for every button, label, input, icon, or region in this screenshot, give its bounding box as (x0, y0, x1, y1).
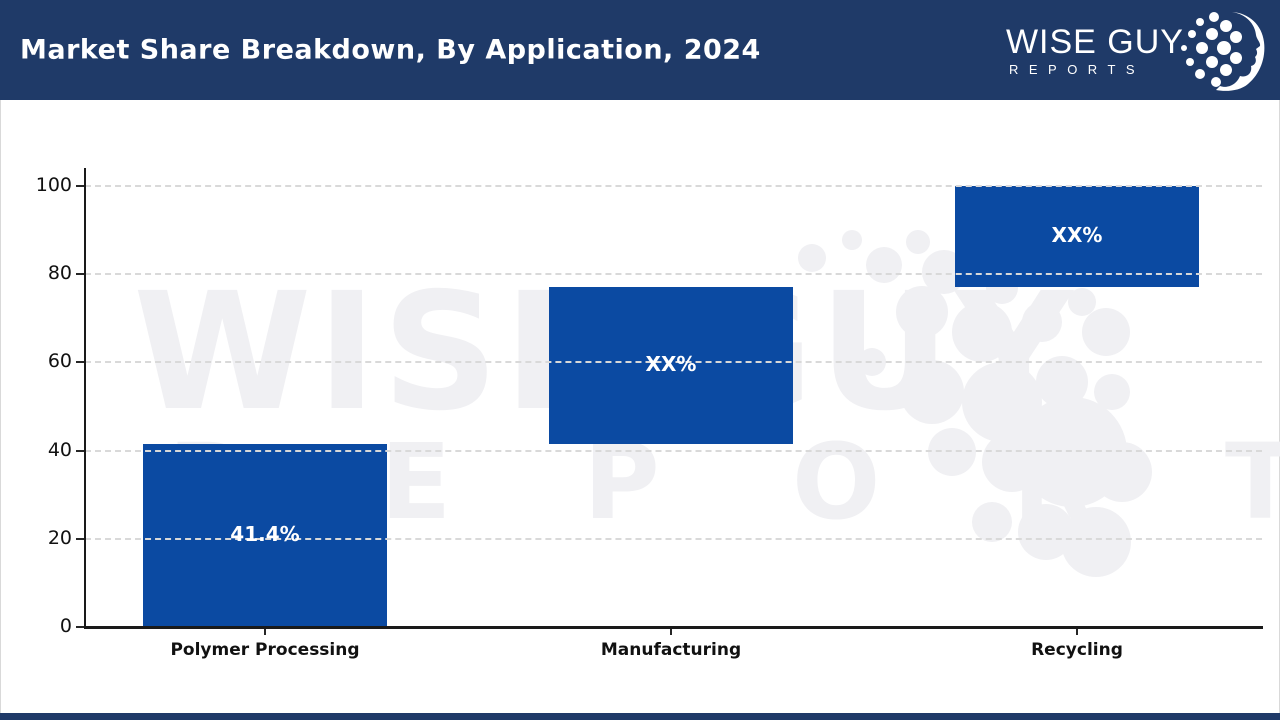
y-tick-mark (76, 361, 84, 364)
y-tick-label: 20 (47, 526, 72, 549)
y-axis-line (84, 168, 86, 629)
x-tick-mark (670, 627, 672, 635)
x-tick-mark (1076, 627, 1078, 635)
gridline (85, 537, 1262, 540)
dotted-face-icon (1181, 12, 1265, 91)
y-tick-label: 100 (35, 174, 72, 196)
brand-logo: WISE GUY REPORTS (1006, 8, 1266, 92)
gridline (85, 361, 1262, 364)
bar-segment (549, 287, 793, 445)
bar-value-label: XX% (1051, 222, 1103, 247)
gridline (85, 273, 1262, 276)
brand-name: WISE GUY (1005, 22, 1184, 61)
y-tick-label: 60 (47, 350, 72, 373)
y-tick-mark (76, 273, 84, 276)
y-tick-label: 40 (47, 438, 72, 461)
header-bar: Market Share Breakdown, By Application, … (0, 0, 1280, 100)
footer-strip (0, 713, 1280, 720)
watermark-dots-icon (798, 230, 1152, 577)
brand-subname: REPORTS (1008, 61, 1146, 77)
bar-value-label: 41.4% (230, 521, 300, 546)
brand-logo-text: WISE GUY REPORTS (1006, 25, 1184, 76)
gridline (85, 449, 1262, 452)
bar-segment (143, 444, 387, 627)
y-tick-mark (76, 449, 84, 452)
y-tick-label: 0 (59, 615, 72, 637)
bar-segment (955, 186, 1199, 288)
bar-value-label: XX% (645, 351, 697, 376)
page-title: Market Share Breakdown, By Application, … (20, 34, 761, 66)
x-category-label: Polymer Processing (170, 640, 360, 660)
x-tick-mark (264, 627, 266, 635)
y-tick-mark (76, 537, 84, 540)
y-tick-mark (76, 185, 84, 187)
x-category-label: Manufacturing (600, 640, 742, 660)
y-tick-mark (76, 626, 84, 628)
y-tick-label: 80 (47, 262, 72, 285)
gridline (85, 185, 1262, 187)
x-category-label: Recycling (1031, 640, 1123, 660)
x-axis-line (84, 626, 1263, 629)
